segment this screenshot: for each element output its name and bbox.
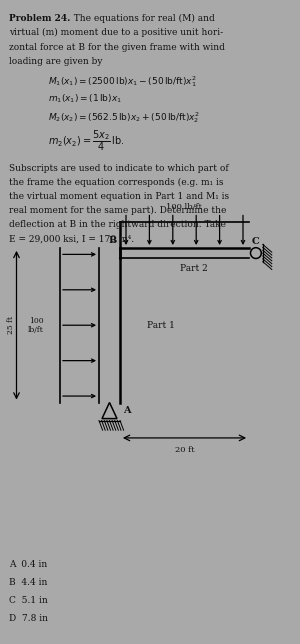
Text: $m_1(x_1) = (1\,\mathrm{lb})x_1$: $m_1(x_1) = (1\,\mathrm{lb})x_1$ — [48, 92, 122, 104]
Text: Problem 24.: Problem 24. — [9, 14, 70, 23]
Text: B  4.4 in: B 4.4 in — [9, 578, 47, 587]
Text: Part 2: Part 2 — [180, 265, 207, 273]
Text: $M_1(x_1) = (2500\,\mathrm{lb})x_1 - (50\,\mathrm{lb/ft})x_1^2$: $M_1(x_1) = (2500\,\mathrm{lb})x_1 - (50… — [48, 74, 197, 89]
Text: $m_2(x_2) = \dfrac{5x_2}{4}\,\mathrm{lb.}$: $m_2(x_2) = \dfrac{5x_2}{4}\,\mathrm{lb.… — [48, 128, 124, 153]
Text: 25 ft: 25 ft — [7, 316, 15, 334]
Text: Subscripts are used to indicate to which part of: Subscripts are used to indicate to which… — [9, 164, 229, 173]
Text: deflection at B in the rightward direction. Take: deflection at B in the rightward directi… — [9, 220, 226, 229]
Text: C: C — [252, 237, 260, 246]
Text: the frame the equation corresponds (e.g. m₁ is: the frame the equation corresponds (e.g.… — [9, 178, 224, 187]
Text: B: B — [109, 236, 117, 245]
Text: A  0.4 in: A 0.4 in — [9, 560, 47, 569]
Text: loading are given by: loading are given by — [9, 57, 103, 66]
Text: 100 lb/ft: 100 lb/ft — [167, 203, 203, 211]
Text: 100
lb/ft: 100 lb/ft — [28, 317, 44, 334]
Text: the virtual moment equation in Part 1 and M₁ is: the virtual moment equation in Part 1 an… — [9, 192, 229, 201]
Text: 20 ft: 20 ft — [175, 446, 194, 453]
Text: zontal force at B for the given frame with wind: zontal force at B for the given frame wi… — [9, 43, 225, 52]
Text: virtual (m) moment due to a positive unit hori-: virtual (m) moment due to a positive uni… — [9, 28, 223, 37]
Text: The equations for real (M) and: The equations for real (M) and — [68, 14, 214, 23]
Text: Part 1: Part 1 — [147, 321, 175, 330]
Text: real moment for the same part). Determine the: real moment for the same part). Determin… — [9, 206, 226, 215]
Text: A: A — [123, 406, 130, 415]
Text: E = 29,000 ksi, I = 170 in⁴.: E = 29,000 ksi, I = 170 in⁴. — [9, 234, 134, 243]
Text: C  5.1 in: C 5.1 in — [9, 596, 48, 605]
Text: D  7.8 in: D 7.8 in — [9, 614, 48, 623]
Text: $M_2(x_2) = (562.5\,\mathrm{lb})x_2 + (50\,\mathrm{lb/ft})x_2^2$: $M_2(x_2) = (562.5\,\mathrm{lb})x_2 + (5… — [48, 110, 200, 125]
